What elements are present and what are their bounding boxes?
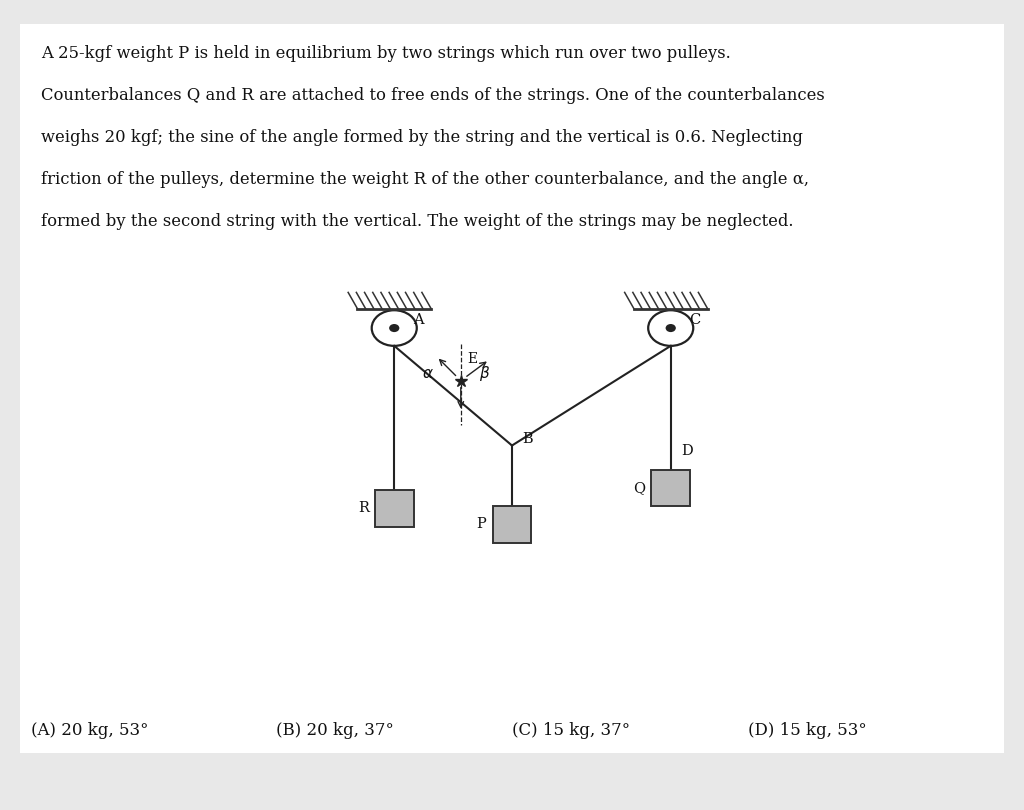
Text: (D) 15 kg, 53°: (D) 15 kg, 53° [748, 723, 866, 739]
Text: (B) 20 kg, 37°: (B) 20 kg, 37° [276, 723, 394, 739]
Circle shape [389, 324, 399, 332]
Bar [375, 490, 414, 526]
Text: P: P [476, 518, 486, 531]
Text: D: D [681, 444, 692, 458]
Bar [651, 470, 690, 506]
Text: A 25-kgf weight P is held in equilibrium by two strings which run over two pulle: A 25-kgf weight P is held in equilibrium… [41, 45, 731, 62]
Text: $\alpha$: $\alpha$ [422, 367, 434, 382]
Text: B: B [522, 432, 532, 446]
Text: (A) 20 kg, 53°: (A) 20 kg, 53° [31, 723, 148, 739]
Text: (C) 15 kg, 37°: (C) 15 kg, 37° [512, 723, 630, 739]
Text: weighs 20 kgf; the sine of the angle formed by the string and the vertical is 0.: weighs 20 kgf; the sine of the angle for… [41, 129, 803, 146]
Text: A: A [413, 313, 423, 327]
Circle shape [666, 324, 676, 332]
Text: $\beta$: $\beta$ [479, 364, 490, 383]
Text: Counterbalances Q and R are attached to free ends of the strings. One of the cou: Counterbalances Q and R are attached to … [41, 87, 824, 104]
Text: R: R [357, 501, 369, 515]
Text: E: E [467, 352, 477, 366]
Bar [493, 506, 531, 543]
Text: Q: Q [633, 481, 645, 495]
Text: formed by the second string with the vertical. The weight of the strings may be : formed by the second string with the ver… [41, 213, 794, 230]
Text: friction of the pulleys, determine the weight R of the other counterbalance, and: friction of the pulleys, determine the w… [41, 171, 809, 188]
Text: C: C [689, 313, 700, 327]
